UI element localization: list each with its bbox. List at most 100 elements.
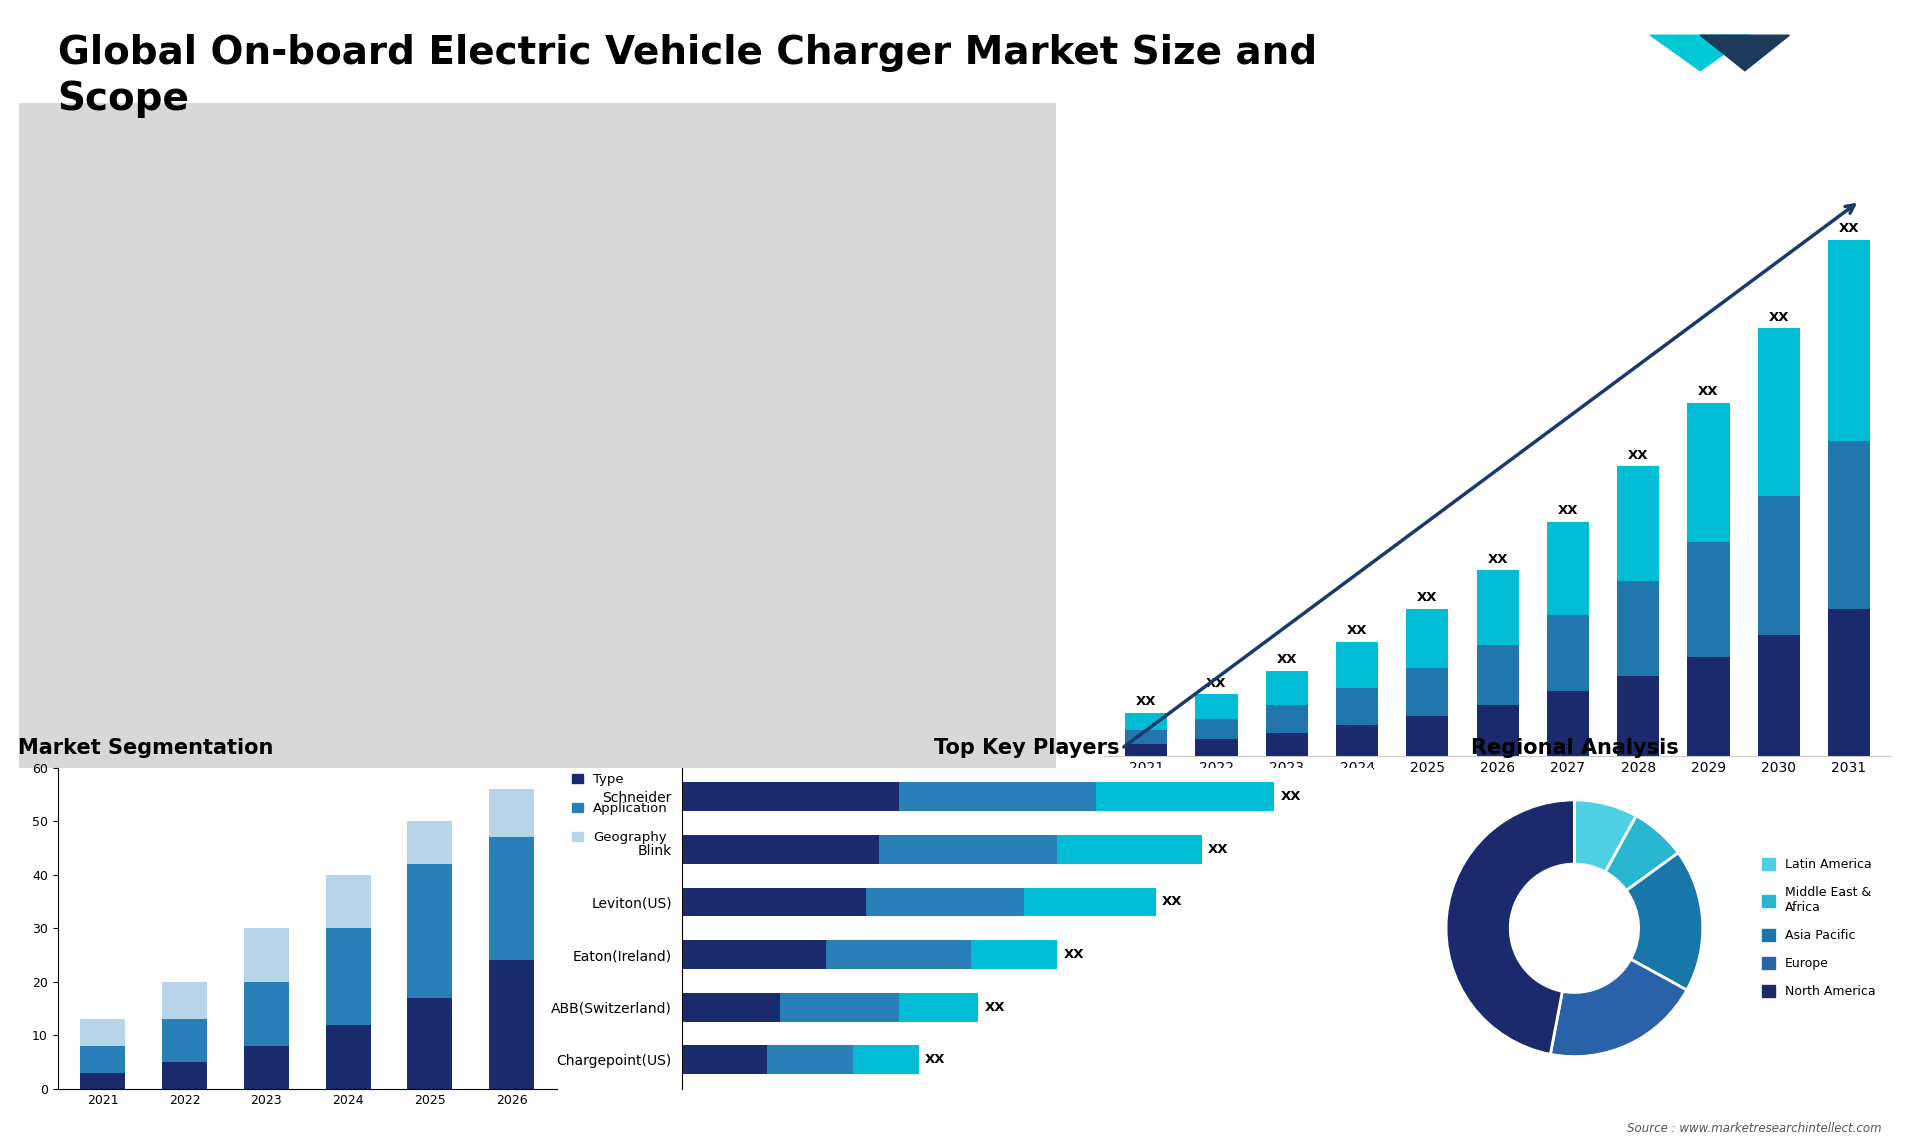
Bar <box>1196 720 1238 739</box>
Bar <box>81 1073 125 1089</box>
Text: Source : www.marketresearchintellect.com: Source : www.marketresearchintellect.com <box>1626 1122 1882 1135</box>
Bar <box>161 1062 207 1089</box>
Text: XX: XX <box>1628 448 1649 462</box>
Bar <box>1757 635 1799 756</box>
Text: XX: XX <box>1277 653 1298 666</box>
Bar <box>326 928 371 1025</box>
Bar <box>326 1025 371 1089</box>
Bar <box>826 940 972 970</box>
Bar <box>244 1046 288 1089</box>
Bar <box>1336 688 1379 725</box>
Bar <box>1196 694 1238 720</box>
Text: XX: XX <box>1281 791 1302 803</box>
Text: Market Segmentation: Market Segmentation <box>17 738 273 758</box>
Wedge shape <box>1549 959 1688 1057</box>
Wedge shape <box>1574 800 1636 872</box>
Bar <box>1265 672 1308 705</box>
Bar <box>866 887 1023 917</box>
Bar <box>1265 705 1308 733</box>
Bar <box>899 783 1096 811</box>
Text: XX: XX <box>1346 623 1367 637</box>
Bar <box>490 790 534 838</box>
Bar <box>81 1046 125 1073</box>
Bar <box>780 992 899 1021</box>
Bar <box>1125 713 1167 730</box>
Bar <box>1828 240 1870 441</box>
Bar <box>1548 691 1590 756</box>
Bar <box>768 1045 852 1074</box>
Bar <box>407 864 453 998</box>
Polygon shape <box>1701 36 1789 71</box>
Bar <box>1405 716 1448 756</box>
Bar <box>244 928 288 982</box>
Bar <box>682 783 899 811</box>
Text: XX: XX <box>1208 843 1229 856</box>
Bar <box>682 940 826 970</box>
Bar <box>682 887 866 917</box>
Bar <box>1196 739 1238 756</box>
Text: MARKET
RESEARCH
INTELLECT: MARKET RESEARCH INTELLECT <box>1776 48 1830 80</box>
Text: XX: XX <box>1557 504 1578 518</box>
Bar <box>1757 328 1799 496</box>
Bar <box>1405 668 1448 716</box>
Bar <box>682 835 879 864</box>
Bar <box>1336 642 1379 688</box>
Bar <box>879 835 1056 864</box>
Text: XX: XX <box>1137 696 1156 708</box>
Bar <box>407 822 453 864</box>
Bar <box>1617 466 1659 581</box>
Bar <box>407 998 453 1089</box>
Text: XX: XX <box>1697 385 1718 398</box>
Bar <box>1476 571 1519 645</box>
Bar <box>326 874 371 928</box>
Bar <box>972 940 1056 970</box>
Bar <box>1617 581 1659 676</box>
Text: XX: XX <box>1417 591 1438 604</box>
Wedge shape <box>1446 800 1574 1054</box>
Bar <box>161 1019 207 1062</box>
Bar <box>1023 887 1156 917</box>
Title: Top Key Players: Top Key Players <box>935 738 1119 758</box>
Text: XX: XX <box>1206 676 1227 690</box>
Text: XX: XX <box>1839 222 1859 235</box>
Bar <box>1336 725 1379 756</box>
Bar <box>1405 609 1448 668</box>
Bar <box>1688 657 1730 756</box>
Wedge shape <box>1605 816 1678 890</box>
Text: XX: XX <box>985 1000 1004 1013</box>
Bar <box>899 992 977 1021</box>
Bar <box>490 838 534 960</box>
Bar <box>682 1045 768 1074</box>
Title: Regional Analysis: Regional Analysis <box>1471 738 1678 758</box>
Bar <box>1125 744 1167 756</box>
Text: XX: XX <box>1162 895 1183 909</box>
Polygon shape <box>1649 36 1751 71</box>
Bar <box>1757 496 1799 635</box>
Bar <box>1828 609 1870 756</box>
Bar <box>1828 441 1870 609</box>
Bar <box>682 992 780 1021</box>
Bar <box>490 960 534 1089</box>
Bar <box>1617 676 1659 756</box>
Bar <box>244 982 288 1046</box>
Bar <box>1265 733 1308 756</box>
Bar <box>1056 835 1202 864</box>
Bar <box>852 1045 918 1074</box>
Bar <box>1688 402 1730 542</box>
Legend: Type, Application, Geography: Type, Application, Geography <box>566 768 674 849</box>
Text: Global On-board Electric Vehicle Charger Market Size and
Scope: Global On-board Electric Vehicle Charger… <box>58 34 1317 118</box>
Bar <box>1476 645 1519 705</box>
Bar <box>1096 783 1275 811</box>
Legend: Latin America, Middle East &
Africa, Asia Pacific, Europe, North America: Latin America, Middle East & Africa, Asi… <box>1757 854 1880 1003</box>
Bar <box>1548 523 1590 615</box>
Bar <box>81 1019 125 1046</box>
Text: XX: XX <box>925 1053 947 1066</box>
Wedge shape <box>1626 853 1703 990</box>
Text: XX: XX <box>1064 948 1085 961</box>
Text: XX: XX <box>1768 311 1789 323</box>
Text: XX: XX <box>1488 552 1507 565</box>
Bar <box>1688 542 1730 657</box>
Bar <box>1548 615 1590 691</box>
Bar <box>161 982 207 1019</box>
Bar <box>1125 730 1167 744</box>
